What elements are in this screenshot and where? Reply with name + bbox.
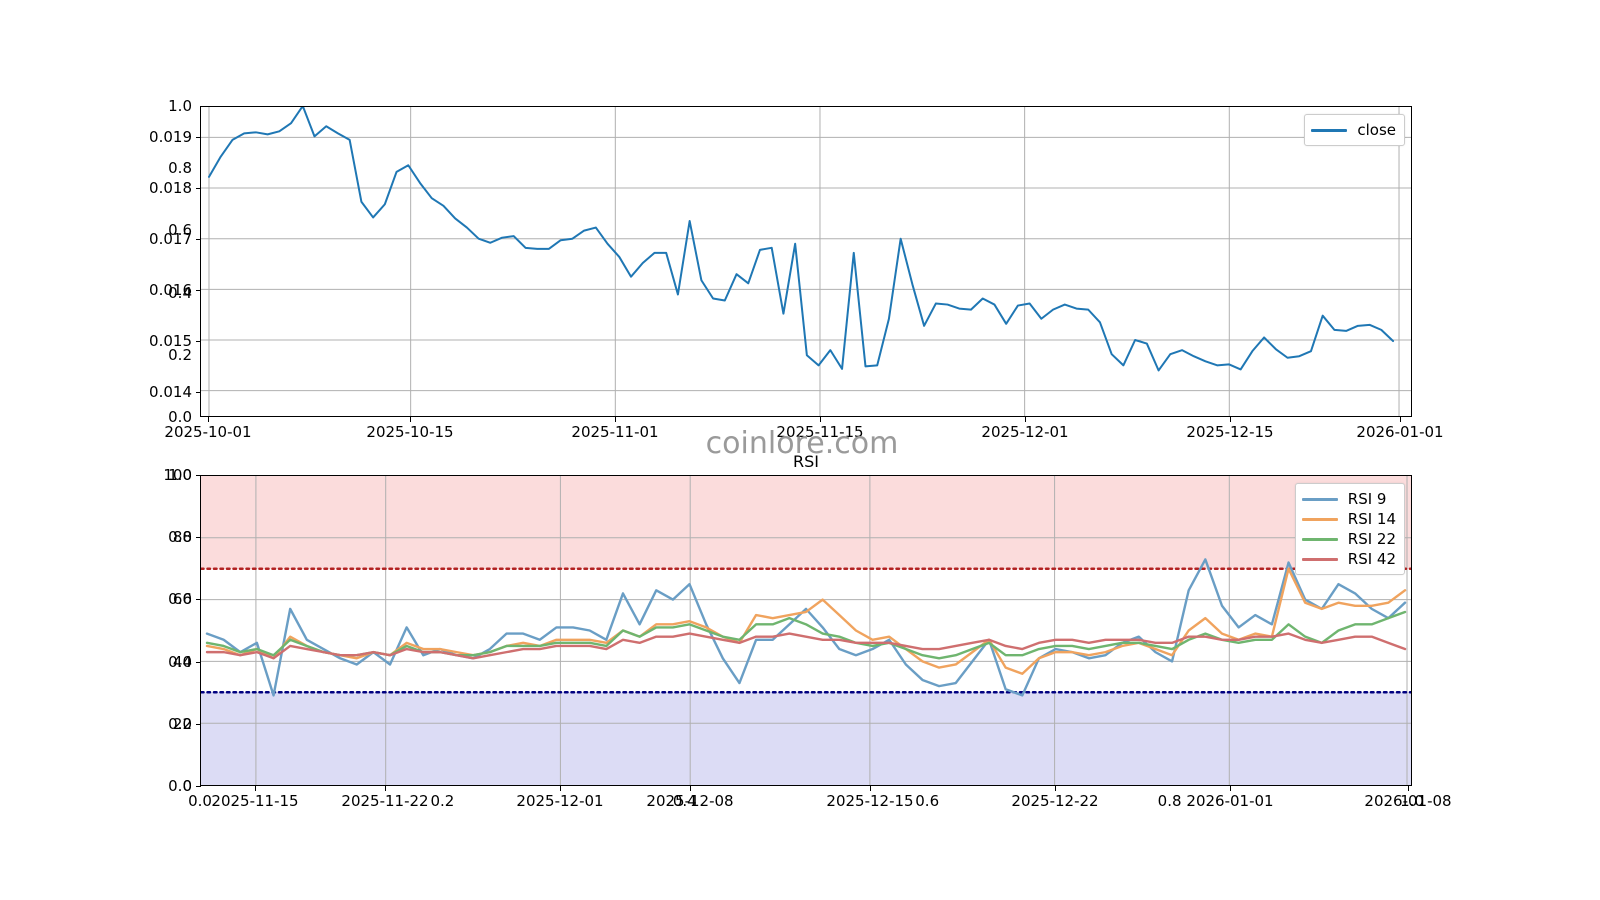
- legend-item-rsi-9[interactable]: RSI 9: [1301, 489, 1396, 509]
- rsi-y-overlay-tick-label: 0.8: [168, 528, 192, 547]
- price-x-tick-label: 2025-12-15: [1186, 423, 1274, 441]
- legend-swatch-icon: [1301, 517, 1338, 521]
- rsi-y-tickmark: [196, 537, 201, 539]
- price-y-overlay-tick-label: 0.4: [168, 283, 192, 302]
- legend-label: RSI 9: [1347, 490, 1387, 508]
- rsi-x-overlay-tick-label: 0.8: [1157, 792, 1182, 810]
- price-y-tick-label: 0.015: [149, 331, 192, 350]
- price-y-tickmark: [196, 340, 201, 342]
- rsi-y-overlay-tick-label: 0.2: [168, 714, 192, 733]
- rsi-x-tick-label: 2026-01-01: [1186, 792, 1274, 810]
- rsi-y-tickmark: [196, 475, 201, 476]
- price-x-tickmark: [1025, 417, 1026, 422]
- rsi-x-tick-label: 2025-12-15: [826, 792, 914, 810]
- rsi-y-overlay-tick-label: 0.4: [168, 652, 192, 671]
- price-chart-legend: close: [1304, 114, 1405, 146]
- rsi-y-tick-label: 80: [172, 528, 192, 547]
- rsi-y-tick-label: 100: [163, 466, 192, 484]
- rsi-chart-plot: [201, 476, 1411, 785]
- price-x-tickmark: [1400, 417, 1401, 422]
- rsi-x-tick-label: 2025-12-01: [516, 792, 604, 810]
- price-x-tickmark: [615, 417, 616, 422]
- rsi-y-tick-label: 60: [172, 590, 192, 609]
- rsi-x-tick-label: 2025-11-15: [211, 792, 299, 810]
- price-x-tickmark: [410, 417, 411, 422]
- legend-item-rsi-14[interactable]: RSI 14: [1301, 509, 1396, 529]
- watermark: coinlore.com: [705, 426, 899, 461]
- price-y-tickmark: [196, 238, 201, 240]
- rsi-y-tickmark: [196, 599, 201, 601]
- price-y-overlay-tick-label: 1.0: [168, 97, 192, 115]
- price-x-tickmark: [208, 417, 209, 422]
- rsi-y-tickmark: [196, 723, 201, 725]
- rsi-panel-title: RSI: [793, 452, 819, 471]
- price-y-overlay-tick-label: 0.0: [168, 408, 192, 426]
- price-x-tick-label: 2025-11-15: [776, 423, 864, 441]
- price-x-tick-label: 2025-10-01: [164, 423, 252, 441]
- price-y-tickmark: [196, 289, 201, 291]
- rsi-x-tickmark: [560, 786, 561, 791]
- price-x-tick-label: 2025-11-01: [571, 423, 659, 441]
- legend-label: RSI 22: [1347, 530, 1396, 548]
- rsi-y-overlay-tick-label: 1.0: [168, 466, 192, 484]
- price-x-tickmark: [1230, 417, 1231, 422]
- price-x-tick-label: 2025-12-01: [981, 423, 1069, 441]
- rsi-x-tick-label: 2025-12-08: [646, 792, 734, 810]
- rsi-y-tick-label: 0: [182, 777, 192, 795]
- rsi-x-tickmark: [255, 786, 256, 791]
- rsi-x-tickmark: [1055, 786, 1056, 791]
- rsi-y-tickmark: [196, 661, 201, 663]
- price-y-tickmark: [196, 391, 201, 393]
- rsi-y-tick-label: 20: [172, 714, 192, 733]
- price-y-tickmark: [196, 187, 201, 189]
- legend-swatch-icon: [1301, 557, 1338, 561]
- price-y-overlay-tick-label: 0.6: [168, 221, 192, 240]
- rsi-x-overlay-tick-label: 0.0: [188, 792, 212, 810]
- price-x-tick-label: 2025-10-15: [366, 423, 454, 441]
- legend-label: RSI 42: [1347, 550, 1396, 568]
- rsi-x-tickmark: [1230, 786, 1231, 791]
- price-y-tickmark: [196, 136, 201, 138]
- rsi-x-overlay-tick-label: 0.4: [672, 792, 697, 810]
- rsi-x-tick-label: 2025-11-22: [341, 792, 429, 810]
- price-y-tick-label: 0.017: [149, 229, 192, 248]
- rsi-x-tickmark: [385, 786, 386, 791]
- legend-swatch-icon: [1311, 128, 1348, 132]
- rsi-x-overlay-tick-label: 0.6: [915, 792, 940, 810]
- rsi-x-overlay-tick-label: 0.2: [430, 792, 455, 810]
- legend-item-rsi-22[interactable]: RSI 22: [1301, 529, 1396, 549]
- price-y-overlay-tick-label: 0.2: [168, 345, 192, 364]
- price-y-tick-label: 0.018: [149, 178, 192, 197]
- rsi-y-tickmark: [196, 786, 201, 787]
- legend-item-rsi-42[interactable]: RSI 42: [1301, 549, 1396, 569]
- rsi-y-tick-label: 40: [172, 652, 192, 671]
- rsi-x-overlay-tick-label: 1.0: [1400, 792, 1424, 810]
- price-y-tick-label: 0.014: [149, 382, 192, 401]
- rsi-y-overlay-tick-label: 0.0: [168, 777, 192, 795]
- rsi-y-overlay-tick-label: 0.6: [168, 590, 192, 609]
- rsi-x-tickmark: [690, 786, 691, 791]
- legend-item-close[interactable]: close: [1311, 120, 1396, 140]
- price-chart-plot: [201, 107, 1411, 416]
- rsi-x-tickmark: [1408, 786, 1409, 791]
- price-y-overlay-tick-label: 0.8: [168, 159, 192, 178]
- price-x-tickmark: [820, 417, 821, 422]
- rsi-chart-panel: RSI 9 RSI 14 RSI 22 RSI 42: [200, 475, 1412, 786]
- rsi-chart-legend: RSI 9 RSI 14 RSI 22 RSI 42: [1294, 483, 1405, 575]
- rsi-x-tickmark: [870, 786, 871, 791]
- legend-label: close: [1357, 121, 1396, 139]
- price-x-tick-label: 2026-01-01: [1356, 423, 1444, 441]
- rsi-x-tick-label: 2025-12-22: [1011, 792, 1099, 810]
- legend-label: RSI 14: [1347, 510, 1396, 528]
- price-y-tick-label: 0.016: [149, 280, 192, 299]
- legend-swatch-icon: [1301, 497, 1338, 501]
- price-chart-panel: close: [200, 106, 1412, 417]
- price-y-tick-label: 0.019: [149, 127, 192, 146]
- rsi-x-tick-label: 2026-01-08: [1364, 792, 1452, 810]
- legend-swatch-icon: [1301, 537, 1338, 541]
